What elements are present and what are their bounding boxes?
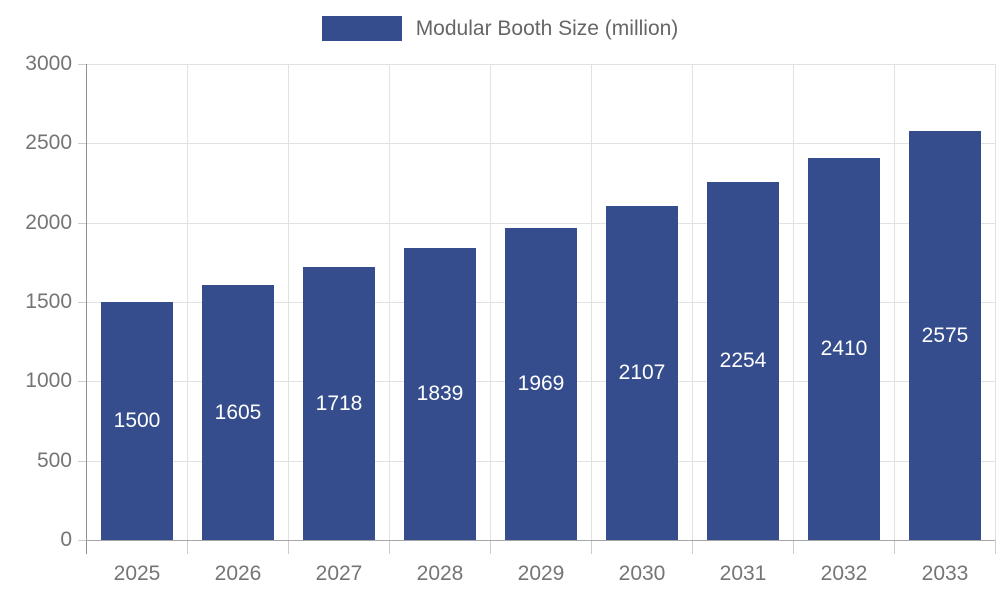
bar-value-label: 1718 xyxy=(315,391,363,415)
x-tick-label: 2026 xyxy=(214,562,262,585)
y-axis-tick xyxy=(78,64,86,65)
x-tick-label: 2029 xyxy=(517,562,565,585)
y-tick-label: 0 xyxy=(60,528,72,551)
y-tick-label: 2000 xyxy=(25,211,72,234)
y-tick-label: 1500 xyxy=(25,290,72,313)
gridline-horizontal xyxy=(86,223,995,224)
gridline-vertical xyxy=(793,64,794,540)
gridline-vertical xyxy=(995,64,996,540)
x-axis-tick xyxy=(490,540,491,554)
gridline-vertical xyxy=(187,64,188,540)
y-tick-label: 1000 xyxy=(25,369,72,392)
y-tick-label: 500 xyxy=(36,449,72,472)
bar-value-label: 1839 xyxy=(416,382,464,405)
bar: 2254 xyxy=(707,182,779,540)
x-tick-label: 2025 xyxy=(113,562,161,585)
x-tick-label: 2032 xyxy=(820,562,868,585)
gridline-horizontal xyxy=(86,64,995,65)
bar: 2410 xyxy=(808,158,880,540)
bar-value-label: 1605 xyxy=(214,400,262,424)
x-axis-tick xyxy=(692,540,693,554)
y-axis-tick xyxy=(78,540,86,541)
y-axis-tick xyxy=(78,302,86,303)
bar-value-label: 2410 xyxy=(820,337,868,360)
bar: 1718 xyxy=(303,267,375,540)
gridline-vertical xyxy=(591,64,592,540)
gridline-vertical xyxy=(692,64,693,540)
bar: 1500 xyxy=(101,302,173,540)
x-axis-tick xyxy=(288,540,289,554)
y-axis-tick xyxy=(78,461,86,462)
bar: 1839 xyxy=(404,248,476,540)
gridline-vertical xyxy=(894,64,895,540)
x-axis-tick xyxy=(591,540,592,554)
x-tick-label: 2030 xyxy=(618,562,666,585)
bar-value-label: 1969 xyxy=(517,372,565,395)
bar-value-label: 2575 xyxy=(921,323,969,347)
legend[interactable]: Modular Booth Size (million) xyxy=(0,16,1000,41)
bar-value-label: 2254 xyxy=(719,349,767,372)
bar: 2107 xyxy=(606,206,678,540)
x-axis-tick xyxy=(793,540,794,554)
x-axis-tick xyxy=(389,540,390,554)
bar: 1969 xyxy=(505,228,577,540)
x-tick-label: 2031 xyxy=(719,562,767,585)
y-axis-tick xyxy=(78,381,86,382)
bar: 2575 xyxy=(909,131,981,540)
bar: 1605 xyxy=(202,285,274,540)
y-axis-tick xyxy=(78,143,86,144)
x-axis-line xyxy=(86,540,995,541)
bar-value-label: 2107 xyxy=(618,361,666,384)
bar-value-label: 1500 xyxy=(113,409,161,432)
x-axis-tick xyxy=(995,540,996,554)
gridline-vertical xyxy=(490,64,491,540)
x-tick-label: 2027 xyxy=(315,562,363,585)
y-axis-tick xyxy=(78,223,86,224)
x-axis-tick xyxy=(894,540,895,554)
x-axis-tick xyxy=(187,540,188,554)
gridline-horizontal xyxy=(86,143,995,144)
legend-label: Modular Booth Size (million) xyxy=(415,16,679,40)
x-tick-label: 2028 xyxy=(416,562,464,585)
gridline-vertical xyxy=(288,64,289,540)
y-tick-label: 2500 xyxy=(25,131,72,154)
y-tick-label: 3000 xyxy=(25,52,72,75)
x-tick-label: 2033 xyxy=(921,562,969,585)
y-axis-line xyxy=(86,64,87,554)
gridline-vertical xyxy=(389,64,390,540)
legend-swatch xyxy=(321,16,402,41)
